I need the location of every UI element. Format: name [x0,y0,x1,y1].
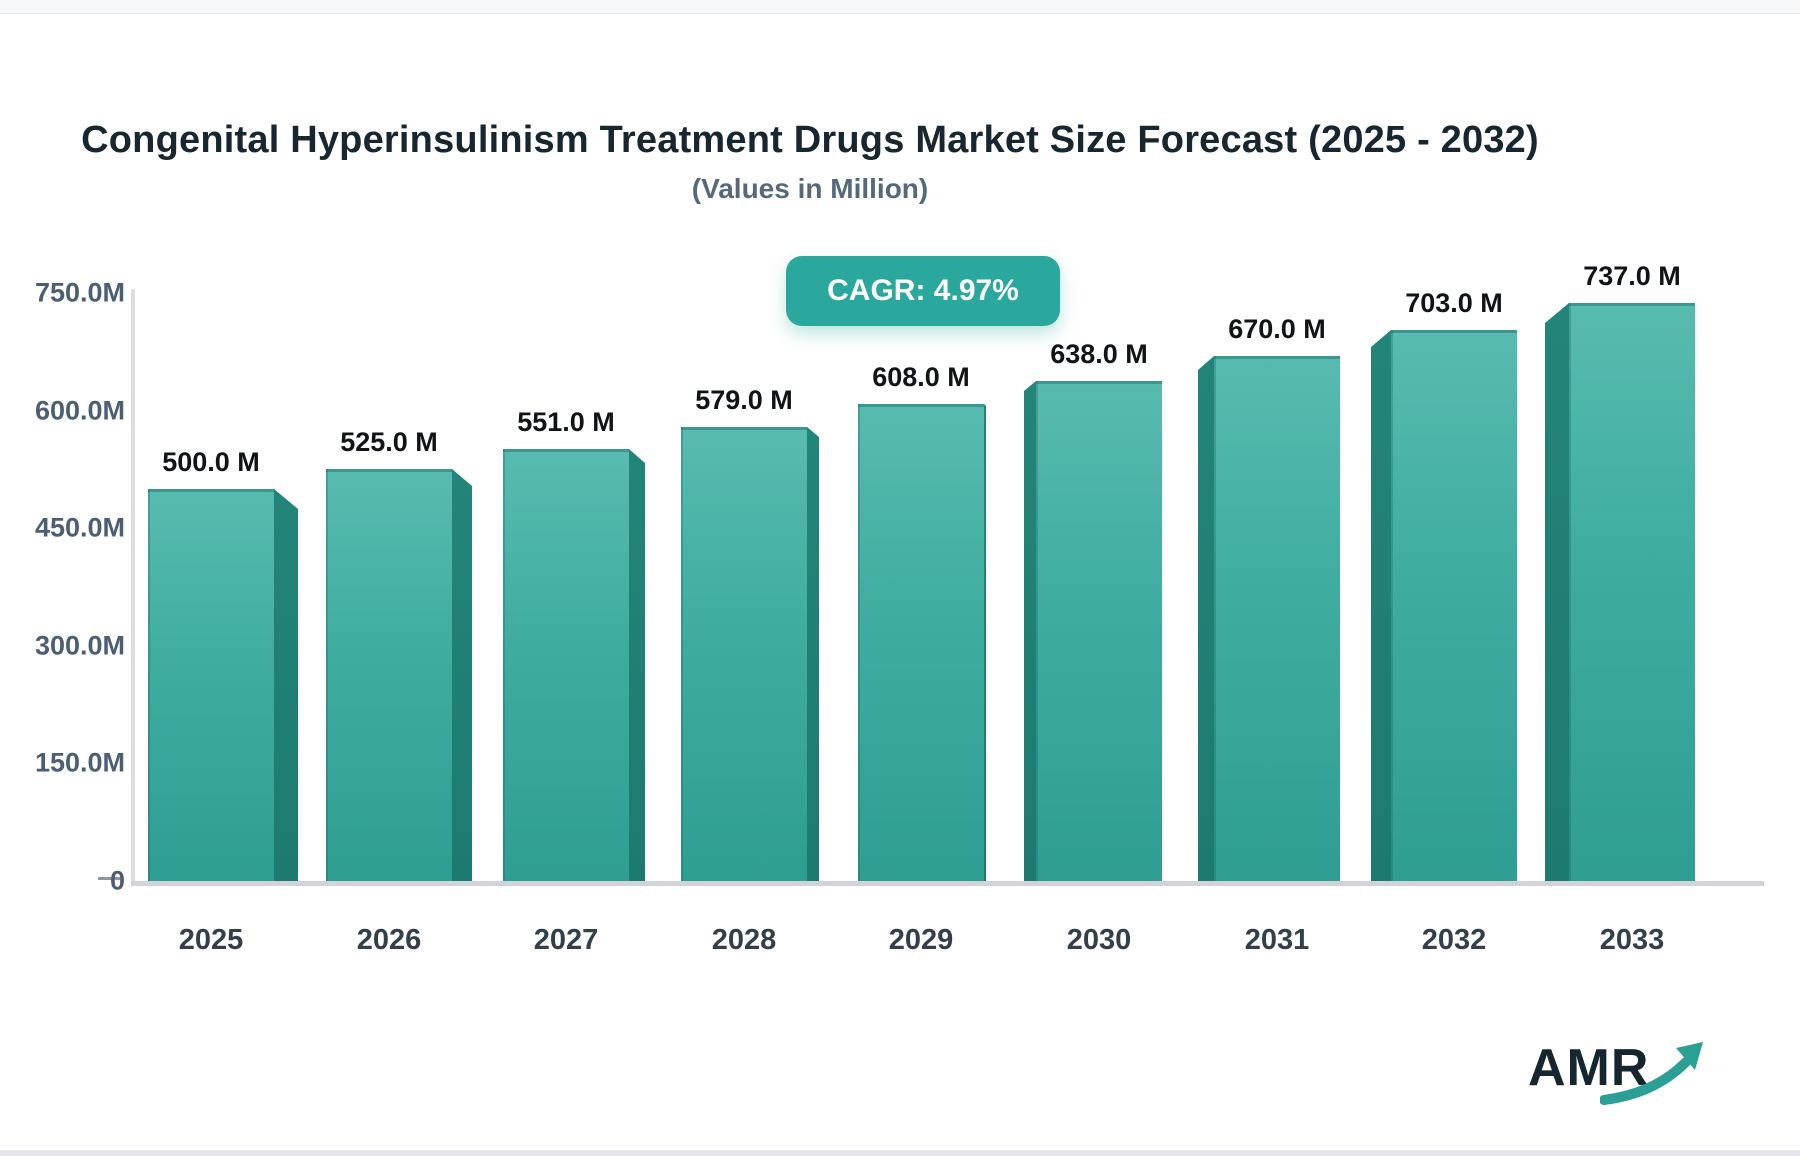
bar-2025[interactable] [148,489,274,881]
zero-tick-mark [98,877,120,880]
bar-value-label-2029: 608.0 M [872,362,970,392]
bar-2031[interactable] [1214,356,1340,881]
bar-value-label-2033: 737.0 M [1583,261,1681,291]
growth-arrow-icon [1600,1042,1703,1105]
cagr-badge: CAGR: 4.97% [786,256,1060,326]
bar-2026[interactable] [326,469,452,881]
chart-title: Congenital Hyperinsulinism Treatment Dru… [81,119,1539,162]
y-axis-tick-label: 600.0M [34,395,125,426]
bar-2033[interactable] [1569,303,1695,881]
bar-2032[interactable] [1391,330,1517,881]
x-axis-label-2033: 2033 [1599,924,1665,956]
bar-side-face-2029 [984,404,986,881]
x-axis-baseline [131,881,1764,886]
bar-side-face-2027 [629,449,645,881]
bar-2027[interactable] [503,449,629,881]
bar-2029[interactable] [858,404,984,881]
x-axis-label-2027: 2027 [533,924,599,956]
bar-side-face-2028 [807,427,819,881]
bar-side-face-2032 [1371,330,1391,881]
x-axis-label-2025: 2025 [178,924,244,956]
y-axis-tick-label: 150.0M [34,747,125,778]
bar-value-label-2025: 500.0 M [162,447,260,477]
bar-side-face-2030 [1024,381,1036,881]
bar-value-label-2031: 670.0 M [1228,314,1326,344]
bar-side-face-2033 [1545,303,1569,881]
y-axis-tick-label: 0 [109,865,125,896]
bar-value-label-2026: 525.0 M [340,427,438,457]
x-axis-label-2026: 2026 [356,924,422,956]
chart-subtitle: (Values in Million) [691,173,929,205]
bar-value-label-2028: 579.0 M [695,385,793,415]
bar-side-face-2031 [1198,356,1214,881]
top-strip [0,0,1800,14]
bar-side-face-2025 [274,489,298,881]
y-axis-tick-label: 750.0M [34,277,125,308]
x-axis-label-2032: 2032 [1421,924,1487,956]
y-axis-tick-label: 300.0M [34,630,125,661]
bar-value-label-2032: 703.0 M [1405,288,1503,318]
x-axis-label-2028: 2028 [711,924,777,956]
x-axis-label-2029: 2029 [888,924,954,956]
amr-logo: AMR [1528,1038,1728,1118]
bar-value-label-2027: 551.0 M [517,407,615,437]
cagr-badge-label: CAGR: 4.97% [827,274,1019,307]
x-axis-label-2031: 2031 [1244,924,1310,956]
bar-2028[interactable] [681,427,807,881]
y-axis-tick-label: 450.0M [34,512,125,543]
x-axis-label-2030: 2030 [1066,924,1132,956]
bottom-strip [0,1150,1800,1156]
y-axis-line [131,289,135,883]
bar-2030[interactable] [1036,381,1162,881]
amr-logo-text: AMR [1528,1039,1650,1097]
bar-side-face-2026 [452,469,472,881]
bar-value-label-2030: 638.0 M [1050,339,1148,369]
